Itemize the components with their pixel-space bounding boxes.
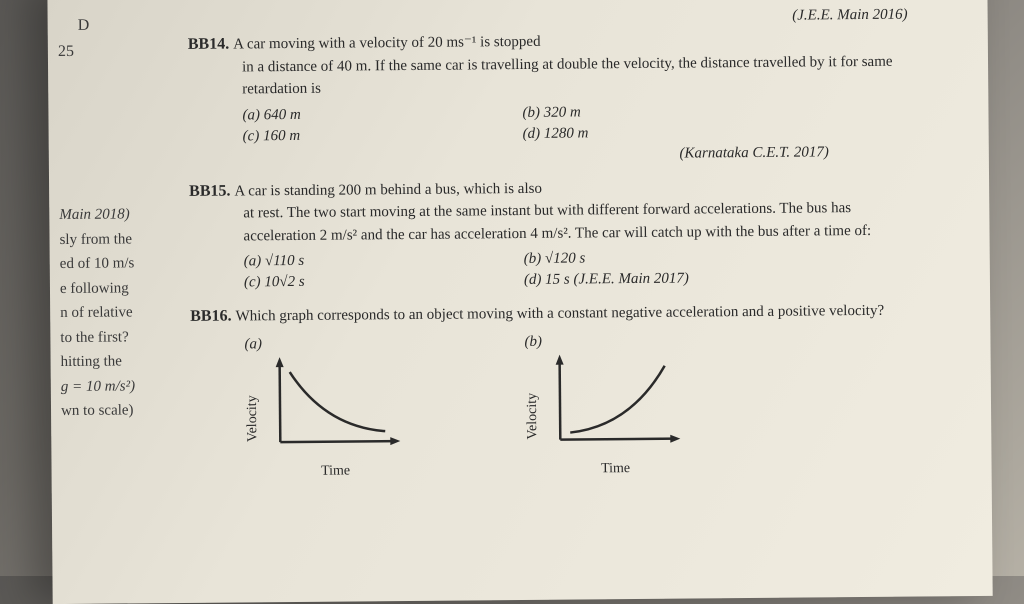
q15-opt-b: (b) √120 s <box>524 250 586 267</box>
graph-b-svg <box>545 353 686 454</box>
graph-a-ylabel: Velocity <box>245 395 261 442</box>
q16-label: BB16. <box>190 308 231 325</box>
graph-a-xlabel: Time <box>266 463 406 480</box>
q14-text1: A car moving with a velocity of 20 ms⁻¹ … <box>233 34 541 53</box>
margin-l3: e following <box>60 276 180 300</box>
q14-text-rest: in a distance of 40 m. If the same car i… <box>188 50 908 101</box>
q15-label: BB15. <box>189 182 230 199</box>
graph-b-ylabel: Velocity <box>525 392 541 439</box>
margin-l5: to the first? <box>60 325 180 349</box>
q14-source: (J.E.E. Main 2016) <box>188 7 908 30</box>
margin-l1: sly from the <box>59 227 179 251</box>
q14-opt-c: (c) 160 m <box>243 127 301 144</box>
q14-opt-d: (d) 1280 m <box>523 125 589 142</box>
margin-d: D <box>78 13 178 38</box>
q15-opt-a: (a) √110 s <box>244 253 305 270</box>
q16-opt-b-label: (b) <box>524 333 542 350</box>
graph-b-xlabel: Time <box>545 460 685 477</box>
graph-b: (b) Velocity Time <box>524 332 685 477</box>
q14-options: (a) 640 m (b) 320 m (c) 160 m (d) 1280 m <box>188 101 908 145</box>
question-14: BB14. A car moving with a velocity of 20… <box>188 28 909 167</box>
fragment-t1: t <box>387 0 391 1</box>
graph-a-svg <box>265 356 406 457</box>
question-15: BB15. A car is standing 200 m behind a b… <box>189 174 910 292</box>
q16-opt-a-label: (a) <box>244 336 262 353</box>
q15-text-rest: at rest. The two start moving at the sam… <box>189 197 909 248</box>
textbook-page: t t D 25 Main 2018) sly from the ed of 1… <box>47 0 992 604</box>
q16-graphs: (a) Velocity Time <box>190 330 911 480</box>
margin-l2: ed of 10 m/s <box>60 252 180 276</box>
q14-source2: (Karnataka C.E.T. 2017) <box>189 143 909 166</box>
question-16: BB16. Which graph corresponds to an obje… <box>190 300 911 481</box>
margin-25: 25 <box>58 39 178 64</box>
margin-l8: wn to scale) <box>61 399 181 423</box>
q16-text: Which graph corresponds to an object mov… <box>235 303 884 325</box>
q15-opt-c: (c) 10√2 s <box>244 274 305 291</box>
margin-l7: g = 10 m/s²) <box>61 374 181 398</box>
q15-options: (a) √110 s (b) √120 s (c) 10√2 s (d) 15 … <box>190 248 910 292</box>
q15-text1: A car is standing 200 m behind a bus, wh… <box>234 180 542 199</box>
q14-opt-b: (b) 320 m <box>522 104 580 121</box>
margin-l4: n of relative <box>60 301 180 325</box>
margin-main2018: Main 2018) <box>59 203 179 227</box>
q14-label: BB14. <box>188 36 229 53</box>
graph-a: (a) Velocity Time <box>244 335 405 480</box>
q15-opt-d: (d) 15 s (J.E.E. Main 2017) <box>524 271 689 288</box>
q14-opt-a: (a) 640 m <box>242 106 300 123</box>
margin-l6: hitting the <box>61 350 181 374</box>
left-margin-column: D 25 Main 2018) sly from the ed of 10 m/… <box>58 13 182 425</box>
